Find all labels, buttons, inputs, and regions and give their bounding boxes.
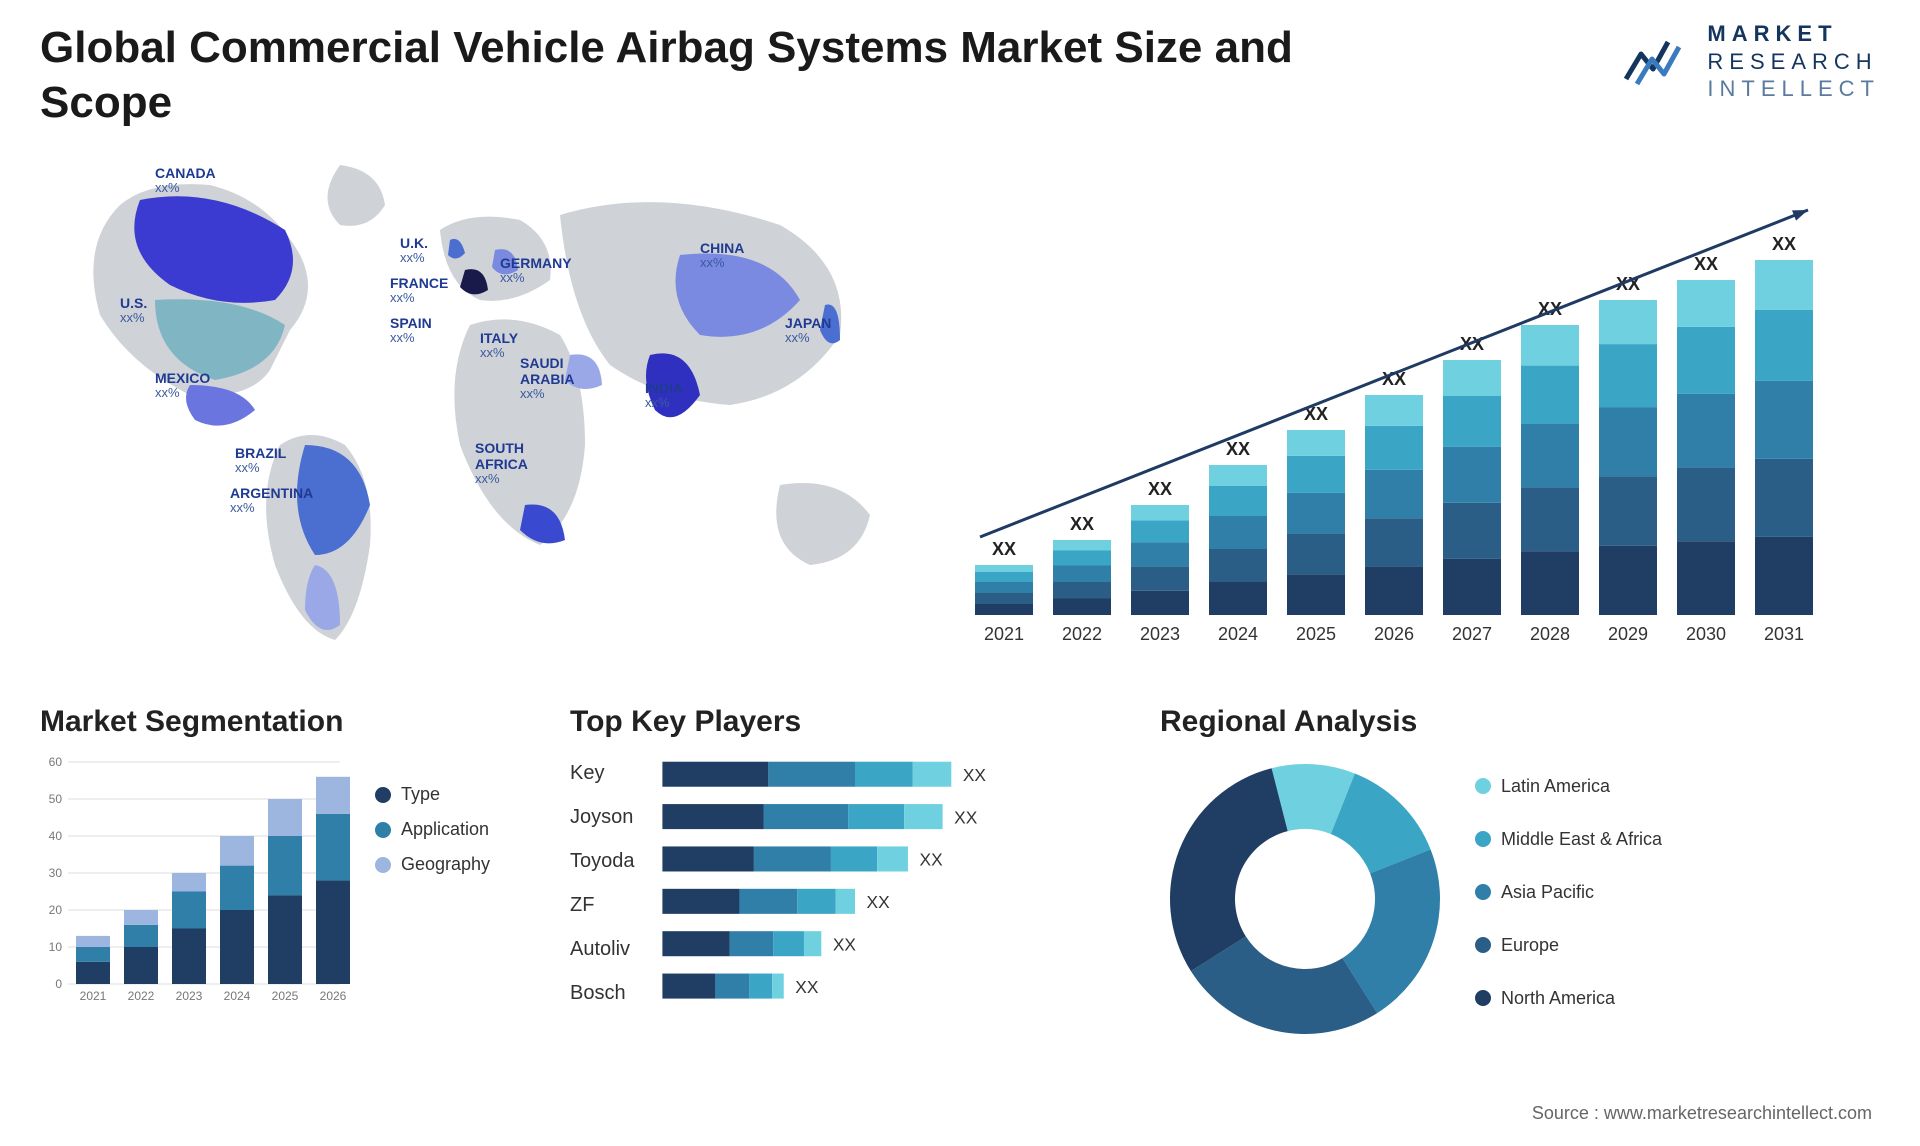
- regional-legend: Latin America Middle East & Africa Asia Pa…: [1475, 776, 1662, 1023]
- svg-text:2025: 2025: [272, 989, 299, 1003]
- svg-text:2023: 2023: [1140, 624, 1180, 644]
- player-name-zf: ZF: [570, 894, 635, 924]
- map-label-germany: GERMANYxx%: [500, 255, 572, 286]
- seg-legend-geography: Geography: [375, 854, 490, 875]
- seg-legend-application: Application: [375, 819, 490, 840]
- svg-text:30: 30: [49, 866, 63, 880]
- map-label-china: CHINAxx%: [700, 240, 744, 271]
- regional-title: Regional Analysis: [1160, 705, 1760, 739]
- players-names: Key Joyson Toyoda ZF Autoliv Bosch: [570, 754, 635, 1014]
- map-label-argentina: ARGENTINAxx%: [230, 485, 313, 516]
- map-label-southafrica: SOUTHAFRICAxx%: [475, 440, 528, 487]
- growth-chart-svg: 2021 XX 2022 XX 2023 XX 2024 XX 2025 XX 2026 XX 2027…: [965, 145, 1845, 675]
- region-legend-asia-pacific: Asia Pacific: [1475, 882, 1662, 903]
- svg-text:XX: XX: [954, 807, 978, 827]
- region-legend-europe: Europe: [1475, 935, 1662, 956]
- regional-panel: Regional Analysis Latin America Middle Ea…: [1160, 705, 1760, 1044]
- segmentation-title: Market Segmentation: [40, 705, 540, 739]
- players-title: Top Key Players: [570, 705, 1130, 739]
- svg-text:20: 20: [49, 903, 63, 917]
- logo-icon: [1623, 34, 1693, 89]
- svg-text:2028: 2028: [1530, 624, 1570, 644]
- svg-text:2026: 2026: [320, 989, 347, 1003]
- svg-text:2021: 2021: [80, 989, 107, 1003]
- svg-text:XX: XX: [1226, 439, 1250, 459]
- world-map-svg: [40, 145, 940, 675]
- header: Global Commercial Vehicle Airbag Systems…: [40, 20, 1880, 130]
- map-label-brazil: BRAZILxx%: [235, 445, 286, 476]
- segmentation-panel: Market Segmentation 0 10 20 30 40 50 60 2021 20…: [40, 705, 540, 1044]
- world-map-panel: CANADAxx% U.S.xx% MEXICOxx% BRAZILxx% ARGENT…: [40, 145, 940, 675]
- svg-text:2030: 2030: [1686, 624, 1726, 644]
- player-name-key: Key: [570, 762, 635, 792]
- map-label-uk: U.K.xx%: [400, 235, 428, 266]
- svg-text:XX: XX: [832, 934, 856, 954]
- svg-text:2021: 2021: [984, 624, 1024, 644]
- page-title: Global Commercial Vehicle Airbag Systems…: [40, 20, 1340, 130]
- svg-text:60: 60: [49, 755, 63, 769]
- svg-text:XX: XX: [1148, 479, 1172, 499]
- regional-body: Latin America Middle East & Africa Asia Pa…: [1160, 754, 1760, 1044]
- svg-text:0: 0: [55, 977, 62, 991]
- svg-text:2031: 2031: [1764, 624, 1804, 644]
- map-label-japan: JAPANxx%: [785, 315, 831, 346]
- svg-text:40: 40: [49, 829, 63, 843]
- map-label-france: FRANCExx%: [390, 275, 448, 306]
- player-name-joyson: Joyson: [570, 806, 635, 836]
- svg-text:2022: 2022: [128, 989, 155, 1003]
- brand-logo: MARKET RESEARCH INTELLECT: [1623, 20, 1880, 103]
- svg-text:2029: 2029: [1608, 624, 1648, 644]
- logo-line-1: MARKET: [1707, 20, 1880, 48]
- player-name-bosch: Bosch: [570, 982, 635, 1012]
- players-panel: Top Key Players Key Joyson Toyoda ZF Autoliv…: [570, 705, 1130, 1044]
- region-legend-north-america: North America: [1475, 988, 1662, 1009]
- bottom-row: Market Segmentation 0 10 20 30 40 50 60 2021 20…: [40, 705, 1880, 1044]
- logo-text: MARKET RESEARCH INTELLECT: [1707, 20, 1880, 103]
- growth-chart-panel: 2021 XX 2022 XX 2023 XX 2024 XX 2025 XX 2026 XX 2027…: [965, 145, 1845, 675]
- segmentation-chart-svg: 0 10 20 30 40 50 60 2021 2022 2023 2024 2025 2026: [40, 754, 350, 1009]
- svg-text:2026: 2026: [1374, 624, 1414, 644]
- svg-text:XX: XX: [866, 892, 890, 912]
- svg-text:2022: 2022: [1062, 624, 1102, 644]
- svg-text:10: 10: [49, 940, 63, 954]
- map-label-saudiarabia: SAUDIARABIAxx%: [520, 355, 574, 402]
- svg-text:XX: XX: [992, 539, 1016, 559]
- map-label-canada: CANADAxx%: [155, 165, 216, 196]
- svg-text:2025: 2025: [1296, 624, 1336, 644]
- map-label-mexico: MEXICOxx%: [155, 370, 210, 401]
- source-text: Source : www.marketresearchintellect.com: [1532, 1103, 1872, 1124]
- map-label-spain: SPAINxx%: [390, 315, 432, 346]
- svg-text:XX: XX: [795, 977, 819, 997]
- svg-text:XX: XX: [1694, 254, 1718, 274]
- svg-text:2027: 2027: [1452, 624, 1492, 644]
- svg-text:XX: XX: [1070, 514, 1094, 534]
- player-name-toyoda: Toyoda: [570, 850, 635, 880]
- region-legend-middle-east---africa: Middle East & Africa: [1475, 829, 1662, 850]
- regional-donut-svg: [1160, 754, 1450, 1044]
- svg-text:2024: 2024: [224, 989, 251, 1003]
- logo-line-2: RESEARCH: [1707, 48, 1880, 76]
- players-body: KeyJoysonToyodaZFAutolivBosch XXXXXXXXXX…: [570, 754, 1130, 1014]
- map-label-us: U.S.xx%: [120, 295, 147, 326]
- map-label-india: INDIAxx%: [645, 380, 683, 411]
- players-chart-svg: XX XX XX XX XX XX: [655, 754, 1055, 1014]
- svg-text:2023: 2023: [176, 989, 203, 1003]
- map-label-italy: ITALYxx%: [480, 330, 518, 361]
- seg-legend-type: Type: [375, 784, 490, 805]
- svg-text:2024: 2024: [1218, 624, 1258, 644]
- player-name-autoliv: Autoliv: [570, 938, 635, 968]
- top-row: CANADAxx% U.S.xx% MEXICOxx% BRAZILxx% ARGENT…: [40, 145, 1880, 675]
- segmentation-body: 0 10 20 30 40 50 60 2021 2022 2023 2024 2025 2026 T…: [40, 754, 540, 1009]
- svg-text:XX: XX: [1772, 234, 1796, 254]
- svg-text:50: 50: [49, 792, 63, 806]
- svg-text:XX: XX: [919, 850, 943, 870]
- segmentation-legend: Type Application Geography: [375, 754, 490, 1009]
- region-legend-latin-america: Latin America: [1475, 776, 1662, 797]
- svg-text:XX: XX: [962, 765, 986, 785]
- logo-line-3: INTELLECT: [1707, 75, 1880, 103]
